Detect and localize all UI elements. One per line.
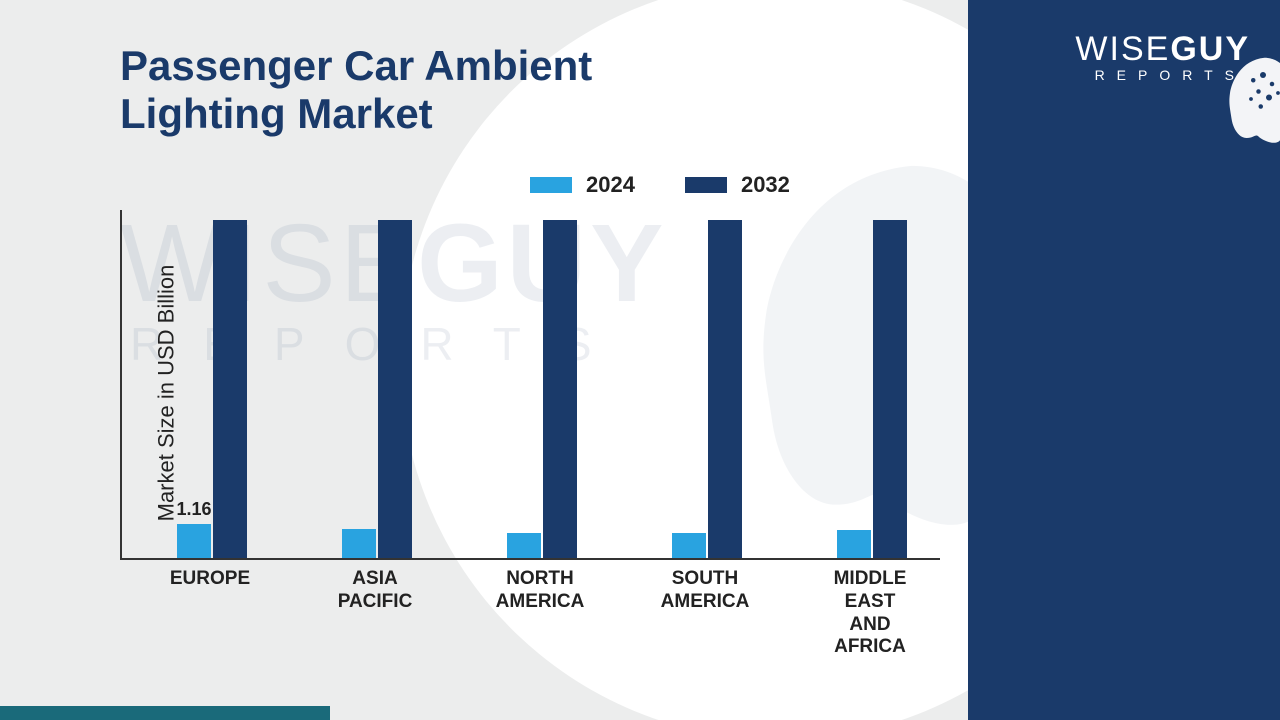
bar-group (507, 220, 577, 558)
x-axis-tick-label: MIDDLE EAST AND AFRICA (834, 568, 907, 659)
decorative-bottom-bar (0, 706, 330, 720)
legend-label-2024: 2024 (586, 172, 635, 198)
bar-2032 (873, 220, 907, 558)
bar-value-label: 1.16 (176, 499, 211, 520)
bar-2032 (543, 220, 577, 558)
bar-2032 (378, 220, 412, 558)
legend-label-2032: 2032 (741, 172, 790, 198)
bar-group (837, 220, 907, 558)
chart-legend: 2024 2032 (530, 172, 790, 198)
chart-title: Passenger Car Ambient Lighting Market (120, 42, 760, 139)
bar-group (672, 220, 742, 558)
bar-2024 (177, 524, 211, 558)
x-axis-tick-label: EUROPE (170, 568, 250, 591)
x-axis-tick-label: SOUTH AMERICA (661, 568, 750, 614)
brand-line1-light: WISE (1075, 30, 1170, 68)
brand-head-icon (1212, 54, 1280, 144)
bar-2024 (342, 529, 376, 558)
x-axis-tick-label: ASIA PACIFIC (338, 568, 413, 614)
x-axis-tick-label: NORTH AMERICA (496, 568, 585, 614)
bar-group (342, 220, 412, 558)
bar-2024 (507, 533, 541, 558)
chart-canvas: WISEGUY REPORTS WISEGUY REPORTS Passenge… (0, 0, 1280, 720)
bar-2024 (672, 533, 706, 558)
legend-swatch-2032 (685, 177, 727, 193)
legend-item-2024: 2024 (530, 172, 635, 198)
legend-swatch-2024 (530, 177, 572, 193)
bar-2032 (213, 220, 247, 558)
legend-item-2032: 2032 (685, 172, 790, 198)
brand-logo: WISEGUY REPORTS (1075, 30, 1250, 83)
plot-area: 1.16 (120, 210, 940, 560)
bar-2032 (708, 220, 742, 558)
bar-2024 (837, 530, 871, 558)
